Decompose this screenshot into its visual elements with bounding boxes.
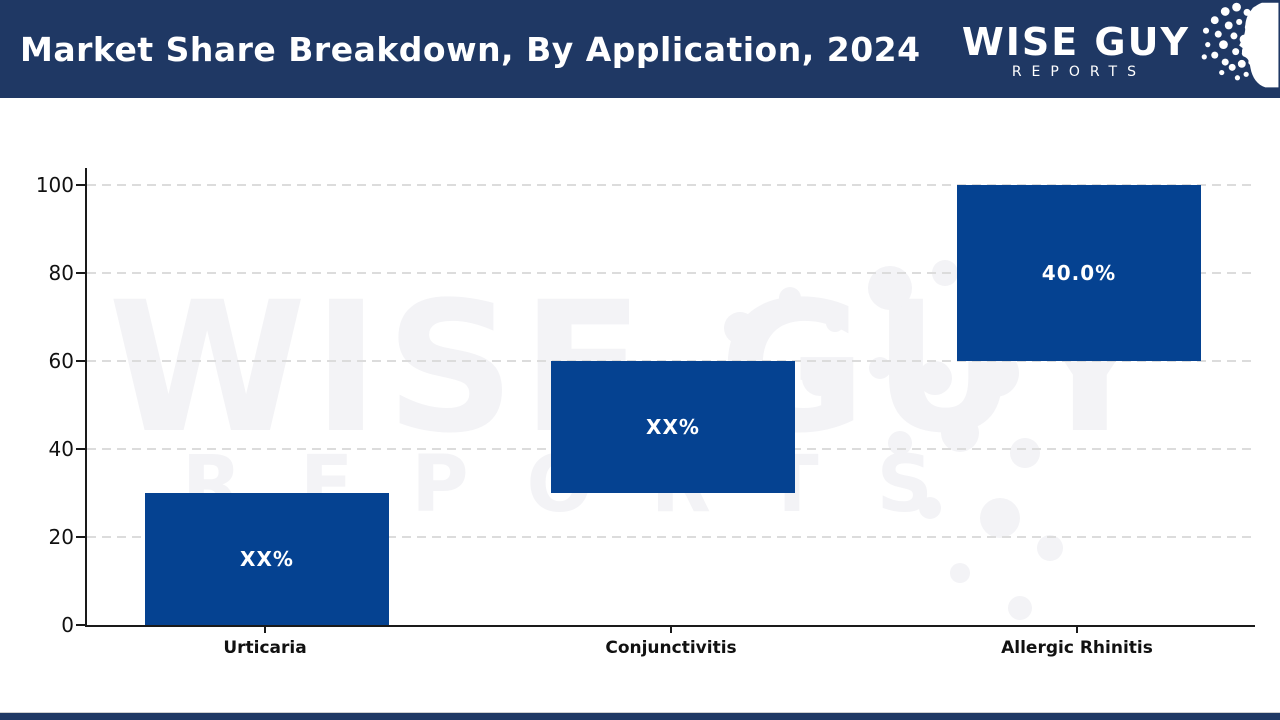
y-axis-tick-label: 0 [61,613,74,637]
y-axis-tick-label: 20 [48,525,74,549]
y-axis-tick-label: 100 [35,173,74,197]
y-axis-tick-label: 80 [48,261,74,285]
chart-area: WISE GUY REPORTS XX%XX%40.0% 02040608010… [0,98,1280,713]
bar-value-label: XX% [646,415,700,439]
y-axis-tick-mark [76,360,85,362]
y-axis-tick-mark [76,536,85,538]
x-axis-category-label: Conjunctivitis [605,638,737,658]
x-axis-category-label: Allergic Rhinitis [1001,638,1153,658]
gridline-y-100 [87,184,1255,186]
y-axis-tick-mark [76,272,85,274]
x-axis-category-label: Urticaria [223,638,307,658]
x-axis-tick-mark [264,625,266,633]
bar-value-label: 40.0% [1041,261,1117,285]
page-title: Market Share Breakdown, By Application, … [20,29,921,69]
y-axis-tick-label: 40 [48,437,74,461]
y-axis-tick-label: 60 [48,349,74,373]
header-bar: Market Share Breakdown, By Application, … [0,0,1280,98]
bar-value-label: XX% [240,547,294,571]
plot-area: XX% XX% 40.0% [85,168,1255,627]
bar-allergic-rhinitis: 40.0% [957,185,1201,361]
wiseguy-logo: WISE GUY REPORTS [962,0,1280,98]
gridline-y-20 [87,536,1255,538]
gridline-y-80 [87,272,1255,274]
x-axis-tick-mark [670,625,672,633]
footer-bar [0,712,1280,720]
y-axis-tick-mark [76,184,85,186]
logo-text: WISE GUY REPORTS [962,23,1190,79]
y-axis-tick-mark [76,624,85,626]
y-axis-tick-mark [76,448,85,450]
face-profile-icon [1201,2,1279,88]
logo-subtitle: REPORTS [1011,64,1146,80]
logo-wordmark: WISE GUY [961,20,1190,64]
x-axis-tick-mark [1076,625,1078,633]
bar-conjunctivitis: XX% [551,361,795,493]
watermark-face-dots [724,260,1063,620]
bar-urticaria: XX% [145,493,389,625]
